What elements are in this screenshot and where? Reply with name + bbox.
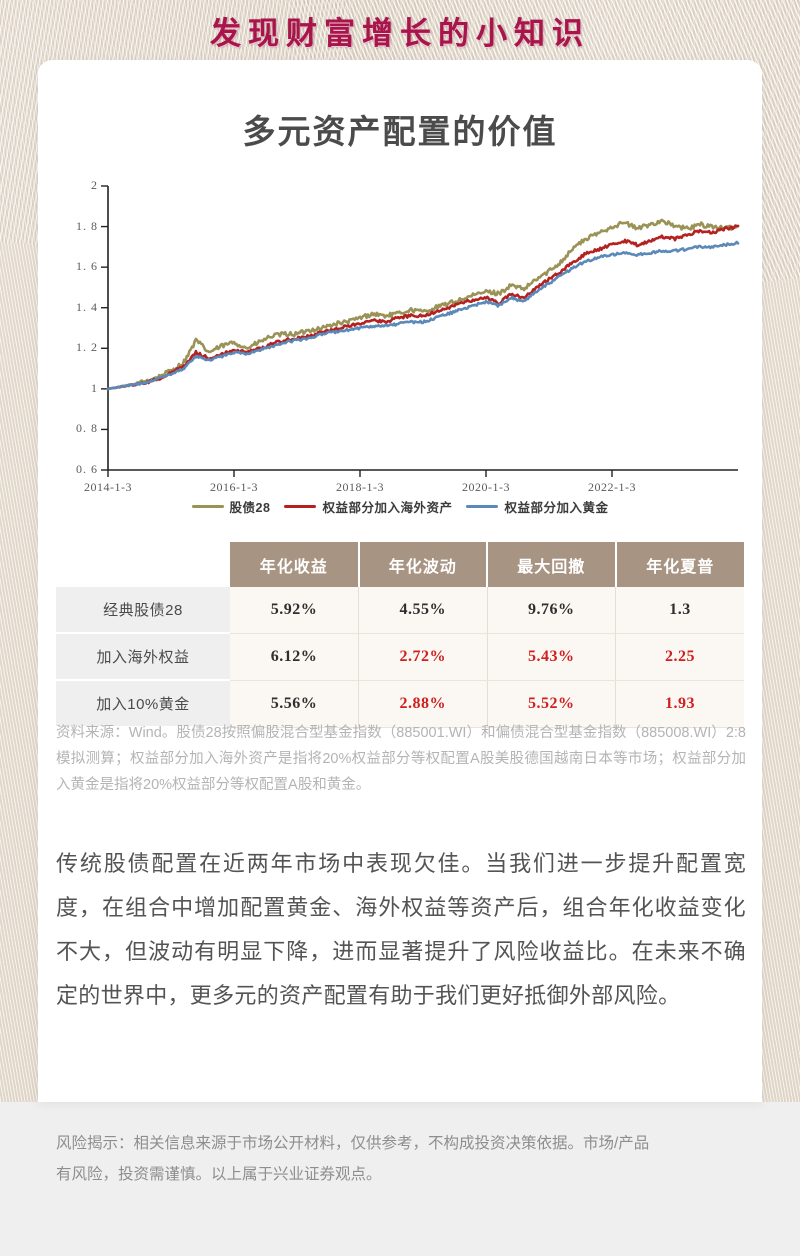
x-tick-label: 2014-1-3 [84,480,132,494]
chart-axes [101,185,738,477]
table-cell: 6.12% [230,633,359,681]
x-tick-label: 2022-1-3 [588,480,636,494]
table-cell: 9.76% [487,587,616,634]
table-row-header: 加入海外权益 [56,633,230,681]
legend-color-swatch [191,505,224,508]
legend-item[interactable]: 权益部分加入海外资产 [284,497,452,516]
table-row-header: 加入10%黄金 [56,680,230,728]
legend-label: 权益部分加入黄金 [504,501,609,515]
risk-disclaimer: 风险揭示：相关信息来源于市场公开材料，仅供参考，不构成投资决策依据。市场/产品有… [56,1135,650,1183]
y-tick-label: 1. 8 [76,218,98,233]
chart-series-line [106,240,740,391]
table-cell: 2.72% [358,633,488,681]
chart-legend: 股债28 权益部分加入海外资产 权益部分加入黄金 [38,497,762,516]
table-row: 加入海外权益 6.12% 2.72% 5.43% 2.25 [56,633,744,681]
table-header: 年化收益 年化波动 最大回撤 年化夏普 [56,542,744,587]
table-row-header: 经典股债28 [56,587,230,634]
legend-label: 股债28 [229,501,271,515]
table-column-header: 年化波动 [358,542,488,587]
table-cell: 2.88% [358,680,488,728]
chart-title: 多元资产配置的价值 [242,113,558,150]
table-cell: 5.43% [487,633,616,681]
legend-color-swatch [466,505,499,508]
y-tick-label: 1. 2 [76,340,98,355]
table-cell: 5.92% [230,587,359,634]
chart-series [106,218,740,391]
legend-item[interactable]: 股债28 [191,497,271,516]
table-row: 经典股债28 5.92% 4.55% 9.76% 1.3 [56,587,744,634]
table-cell: 4.55% [358,587,488,634]
banner: 发现财富增长的小知识 [0,0,800,60]
table-cell: 2.25 [615,633,744,681]
chart-plot-svg [101,185,740,477]
y-tick-label: 0. 8 [76,421,98,436]
table-column-header: 年化收益 [230,542,360,587]
y-tick-label: 2 [91,178,98,192]
table-cell: 5.56% [230,680,359,728]
x-tick-label: 2020-1-3 [462,480,510,494]
x-tick-label: 2018-1-3 [336,480,384,494]
y-tick-label: 1. 4 [76,299,98,314]
line-chart: 0. 6 0. 8 1 1. 2 1. 4 1. 6 1. 8 2 2014-1-3 2016-… [48,178,752,518]
performance-table: 年化收益 年化波动 最大回撤 年化夏普 经典股债28 5.92% 4.55% 9.76% 1.… [56,542,744,728]
table-column-header: 年化夏普 [615,542,744,587]
table-column-header: 最大回撤 [487,542,617,587]
chart-series-line [106,224,740,391]
footer-band [0,1102,800,1256]
body-paragraph: 传统股债配置在近两年市场中表现欠佳。当我们进一步提升配置宽度，在组合中增加配置黄… [56,851,746,1008]
table-cell: 5.52% [487,680,616,728]
legend-label: 权益部分加入海外资产 [322,501,453,515]
chart-series-line [106,218,740,391]
x-tick-label: 2016-1-3 [210,480,258,494]
y-tick-label: 1 [91,380,98,395]
banner-title: 发现财富增长的小知识 [210,8,590,53]
table-cell: 1.93 [615,680,744,728]
table-body: 经典股债28 5.92% 4.55% 9.76% 1.3 加入海外权益 6.12% 2.72%… [56,587,744,728]
content-card: 多元资产配置的价值 0. 6 0. 8 1 1. 2 1. 4 1. 6 1. 8 2 201… [38,60,762,1102]
legend-item[interactable]: 权益部分加入黄金 [466,497,608,516]
legend-color-swatch [284,505,317,508]
table-header-row: 年化收益 年化波动 最大回撤 年化夏普 [56,542,744,587]
table-row: 加入10%黄金 5.56% 2.88% 5.52% 1.93 [56,680,744,728]
table-corner-cell [56,542,230,587]
y-tick-label: 0. 6 [76,462,98,476]
source-note: 资料来源：Wind。股债28按照偏股混合型基金指数（885001.WI）和偏债混… [56,725,746,793]
y-tick-label: 1. 6 [76,259,98,274]
table-cell: 1.3 [615,587,744,634]
